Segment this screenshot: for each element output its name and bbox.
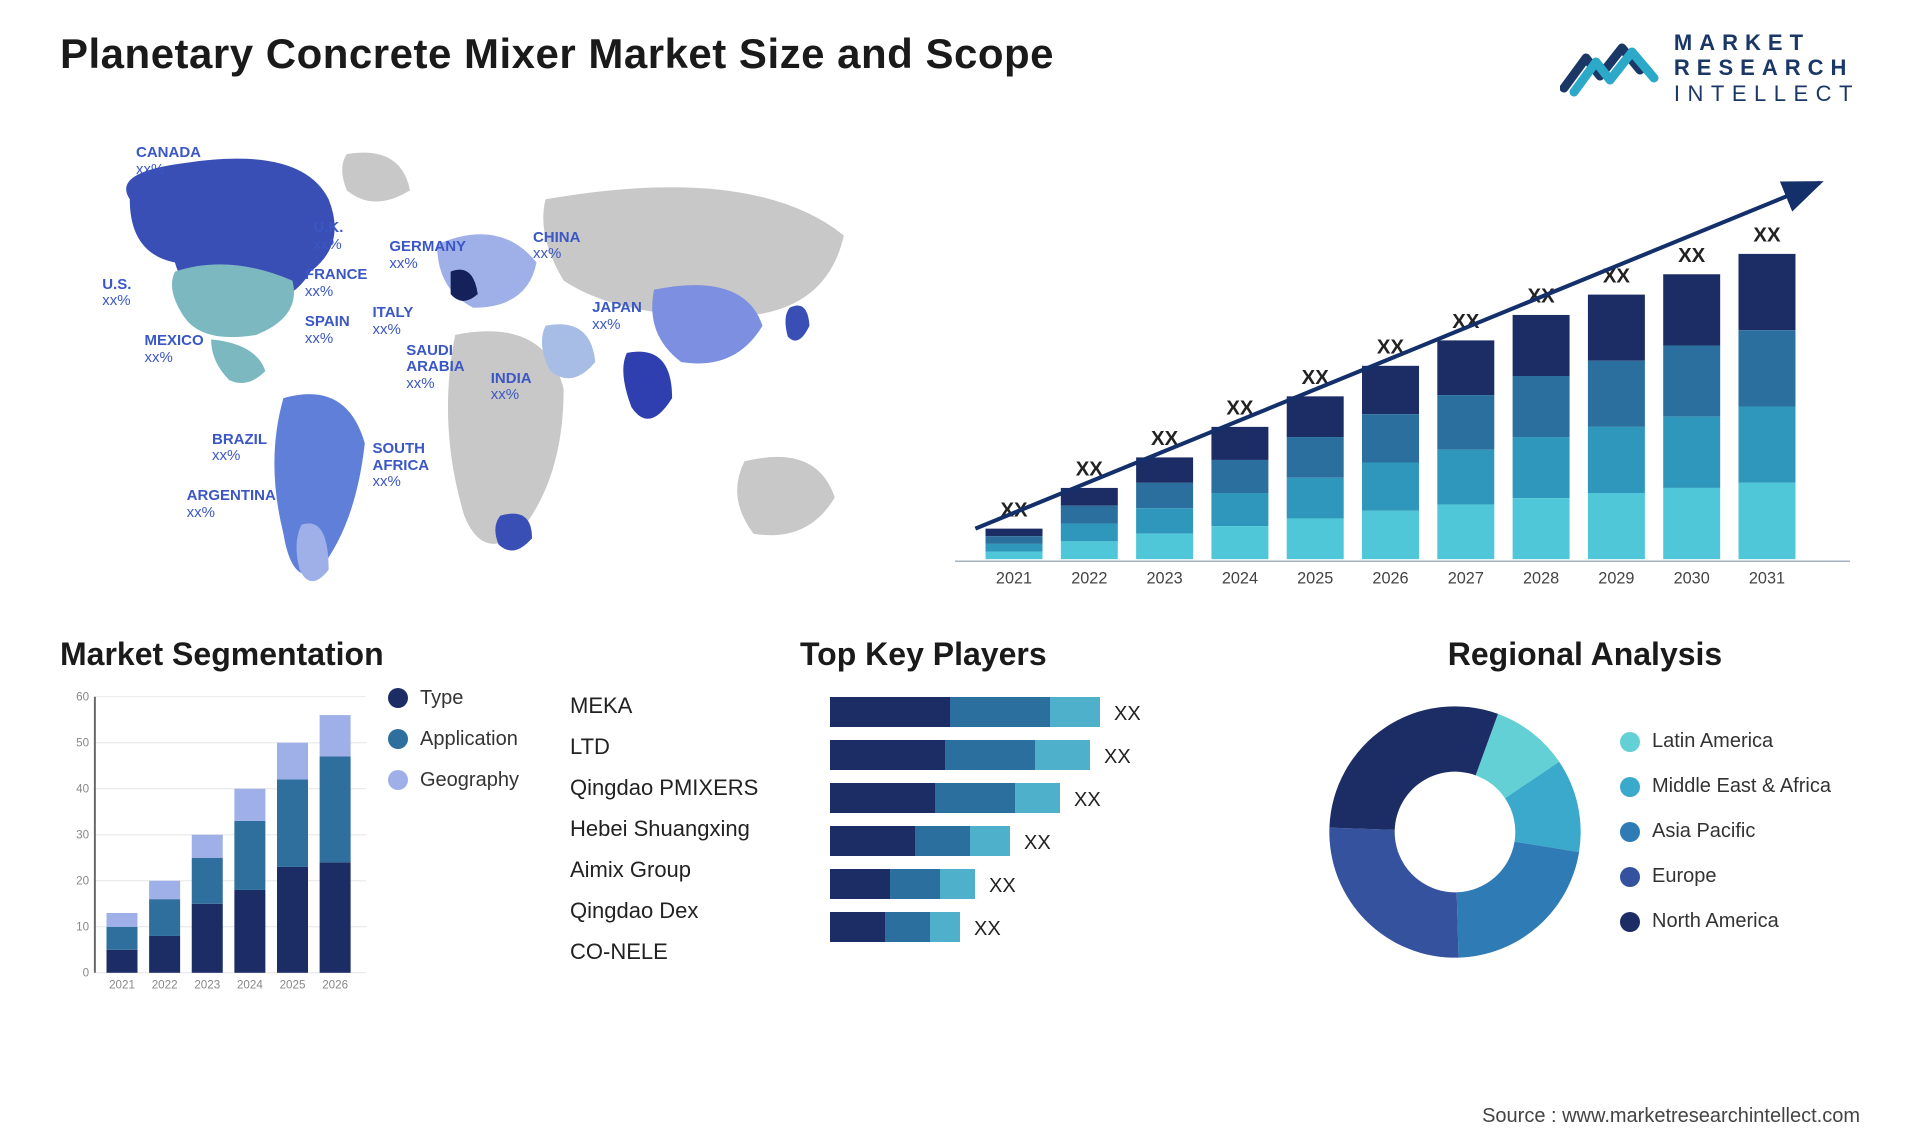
legend-item: Asia Pacific bbox=[1620, 820, 1831, 843]
map-label: JAPANxx% bbox=[592, 300, 642, 333]
logo-mark-icon bbox=[1560, 36, 1660, 100]
svg-text:30: 30 bbox=[76, 829, 89, 842]
player-name: MEKA bbox=[570, 693, 780, 719]
map-label: CHINAxx% bbox=[533, 230, 581, 263]
regional-title: Regional Analysis bbox=[1310, 636, 1860, 673]
svg-text:XX: XX bbox=[1074, 789, 1101, 811]
source-attribution: Source : www.marketresearchintellect.com bbox=[1482, 1105, 1860, 1128]
svg-text:60: 60 bbox=[76, 690, 89, 703]
map-label: SPAINxx% bbox=[305, 314, 350, 347]
player-name: Qingdao PMIXERS bbox=[570, 775, 780, 801]
map-label: SAUDIARABIAxx% bbox=[406, 343, 464, 393]
players-name-list: MEKA LTD Qingdao PMIXERS Hebei Shuangxing Ai… bbox=[570, 687, 780, 965]
players-title: Top Key Players bbox=[800, 636, 1280, 673]
svg-text:40: 40 bbox=[76, 782, 89, 795]
svg-text:0: 0 bbox=[83, 967, 89, 980]
legend-item: Application bbox=[388, 728, 519, 751]
legend-item: North America bbox=[1620, 910, 1831, 933]
svg-text:2029: 2029 bbox=[1598, 569, 1634, 587]
map-label: SOUTHAFRICAxx% bbox=[372, 441, 429, 491]
svg-text:2027: 2027 bbox=[1447, 569, 1483, 587]
svg-text:XX: XX bbox=[1104, 746, 1131, 768]
svg-text:XX: XX bbox=[1024, 832, 1051, 854]
svg-text:2023: 2023 bbox=[1146, 569, 1182, 587]
legend-item: Type bbox=[388, 687, 519, 710]
map-label: MEXICOxx% bbox=[144, 333, 203, 366]
logo-line-1: MARKET bbox=[1674, 30, 1860, 55]
svg-text:XX: XX bbox=[1114, 703, 1141, 725]
legend-item: Geography bbox=[388, 769, 519, 792]
svg-text:2023: 2023 bbox=[194, 978, 220, 991]
svg-text:XX: XX bbox=[1753, 225, 1781, 247]
logo-line-3: INTELLECT bbox=[1674, 81, 1860, 106]
legend-item: Middle East & Africa bbox=[1620, 775, 1831, 798]
svg-text:2022: 2022 bbox=[1071, 569, 1107, 587]
map-label: ITALYxx% bbox=[372, 305, 413, 338]
player-name: CO-NELE bbox=[570, 939, 780, 965]
svg-text:20: 20 bbox=[76, 875, 89, 888]
page-title: Planetary Concrete Mixer Market Size and… bbox=[60, 30, 1054, 78]
logo-line-2: RESEARCH bbox=[1674, 55, 1860, 80]
svg-text:2025: 2025 bbox=[1297, 569, 1333, 587]
svg-text:XX: XX bbox=[974, 918, 1001, 940]
players-bar-chart: XXXXXXXXXXXX bbox=[800, 687, 1280, 997]
brand-logo: MARKET RESEARCH INTELLECT bbox=[1560, 30, 1860, 106]
player-name: Aimix Group bbox=[570, 857, 780, 883]
segmentation-legend: Type Application Geography bbox=[388, 687, 519, 792]
svg-text:2026: 2026 bbox=[322, 978, 348, 991]
svg-text:2022: 2022 bbox=[152, 978, 178, 991]
world-map: CANADAxx% U.S.xx% MEXICOxx% BRAZILxx% ARGENT… bbox=[60, 136, 905, 606]
legend-item: Latin America bbox=[1620, 730, 1831, 753]
svg-text:2030: 2030 bbox=[1673, 569, 1709, 587]
map-label: INDIAxx% bbox=[491, 371, 532, 404]
map-label: ARGENTINAxx% bbox=[187, 488, 276, 521]
map-label: U.K.xx% bbox=[313, 220, 343, 253]
map-label: BRAZILxx% bbox=[212, 432, 267, 465]
map-label: U.S.xx% bbox=[102, 277, 131, 310]
svg-text:2031: 2031 bbox=[1748, 569, 1784, 587]
map-label: FRANCExx% bbox=[305, 267, 368, 300]
svg-text:50: 50 bbox=[76, 736, 89, 749]
svg-text:2026: 2026 bbox=[1372, 569, 1408, 587]
svg-text:2025: 2025 bbox=[280, 978, 306, 991]
segmentation-title: Market Segmentation bbox=[60, 636, 540, 673]
world-map-svg bbox=[60, 136, 905, 606]
map-label: GERMANYxx% bbox=[389, 239, 466, 272]
player-name: Qingdao Dex bbox=[570, 898, 780, 924]
svg-text:XX: XX bbox=[1678, 245, 1706, 267]
legend-item: Europe bbox=[1620, 865, 1831, 888]
svg-text:2024: 2024 bbox=[237, 978, 263, 991]
player-name: LTD bbox=[570, 734, 780, 760]
regional-legend: Latin America Middle East & Africa Asia Pa… bbox=[1620, 730, 1831, 933]
player-name: Hebei Shuangxing bbox=[570, 816, 780, 842]
regional-donut-chart bbox=[1310, 687, 1600, 977]
svg-text:2028: 2028 bbox=[1523, 569, 1559, 587]
svg-text:10: 10 bbox=[76, 921, 89, 934]
map-label: CANADAxx% bbox=[136, 145, 201, 178]
segmentation-chart: 0 10 20 30 40 50 60 2021 2022 2023 2024 2025 2026 bbox=[60, 687, 370, 997]
growth-bar-chart: 2021XX2022XX2023XX2024XX2025XX2026XX2027… bbox=[945, 136, 1860, 606]
svg-text:2024: 2024 bbox=[1221, 569, 1257, 587]
svg-text:2021: 2021 bbox=[996, 569, 1032, 587]
svg-text:XX: XX bbox=[989, 875, 1016, 897]
svg-text:2021: 2021 bbox=[109, 978, 135, 991]
